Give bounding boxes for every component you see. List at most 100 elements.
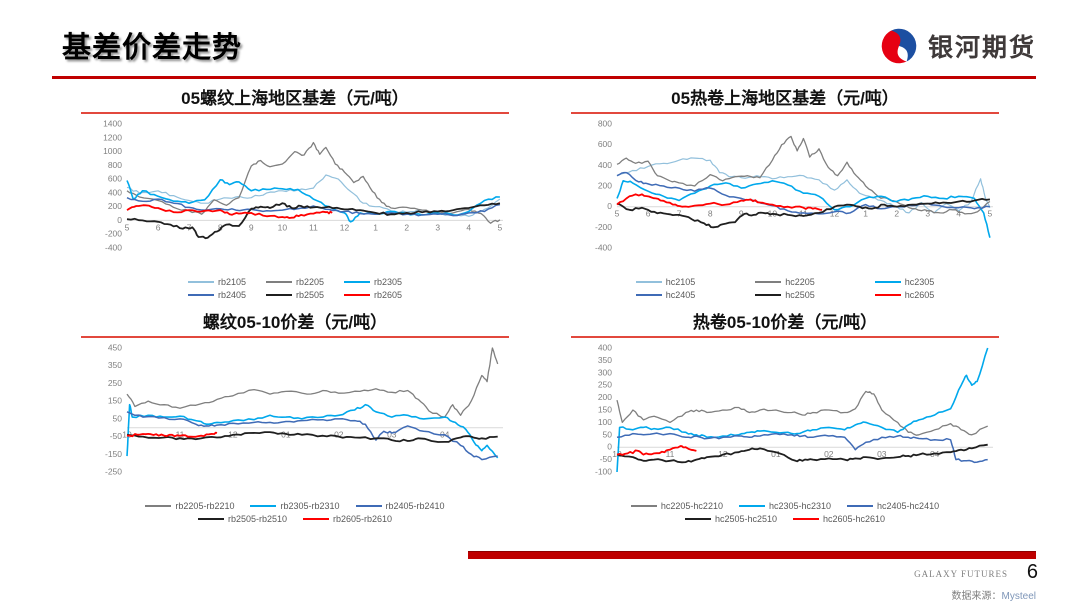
y-tick-label: 150	[108, 396, 122, 406]
legend-label: hc2605-hc2610	[823, 514, 886, 524]
legend-label: rb2505	[295, 290, 325, 300]
y-tick-label: 250	[108, 378, 122, 388]
legend-item-rb2605-rb2610: rb2605-rb2610	[303, 514, 392, 524]
legend-swatch	[847, 505, 874, 507]
legend-swatch	[344, 294, 371, 296]
legend-row: rb2205-rb2210 rb2305-rb2310 rb2405-rb2410	[145, 501, 445, 511]
legend-swatch	[684, 518, 711, 520]
y-tick-label: -400	[105, 243, 122, 253]
y-tick-label: 200	[108, 201, 122, 211]
x-tick-label: 11	[309, 222, 318, 232]
y-tick-label: 250	[598, 380, 612, 390]
legend-row: hc2105 hc2205 hc2305	[635, 277, 934, 287]
x-tick-label: 10	[278, 222, 288, 232]
series-rb2605	[126, 204, 333, 219]
y-tick-label: 100	[598, 417, 612, 427]
x-tick-label: 2	[404, 222, 409, 232]
x-tick-label: 9	[249, 222, 254, 232]
x-tick-label: 01	[771, 449, 781, 459]
x-tick-label: 02	[334, 430, 344, 440]
legend-swatch	[197, 518, 224, 520]
y-tick-label: 150	[598, 405, 612, 415]
title-underline	[571, 336, 999, 338]
y-tick-label: -50	[600, 454, 613, 464]
y-tick-label: -100	[595, 467, 612, 477]
rb-spread-legend: rb2205-rb2210 rb2305-rb2310 rb2405-rb2410 r…	[69, 501, 521, 524]
chart-title: 螺纹05-10价差（元/吨）	[202, 313, 388, 332]
data-source-label: 数据来源：	[951, 591, 1002, 602]
legend-item-rb2405-rb2410: rb2405-rb2410	[355, 501, 445, 511]
y-tick-label: 350	[108, 360, 122, 370]
legend-item-hc2105: hc2105	[635, 277, 695, 287]
hc-spread-legend: hc2205-hc2210 hc2305-hc2310 hc2405-hc2410 h…	[559, 501, 1011, 524]
legend-item-rb2305: rb2305	[344, 277, 402, 287]
legend-label: hc2405	[665, 290, 696, 300]
title-underline	[81, 336, 509, 338]
legend-label: hc2305-hc2310	[768, 501, 832, 511]
x-tick-label: 5	[498, 222, 503, 232]
x-tick-label: 4	[466, 222, 471, 232]
series-rb2505-rb2510	[126, 431, 498, 443]
legend-item-rb2205-rb2210: rb2205-rb2210	[145, 501, 234, 511]
chart-panel-hc-basis: 05热卷上海地区基差（元/吨） 800 600 400 200 0 -200 -400 5 6 7…	[559, 84, 1011, 300]
legend-item-hc2205: hc2205	[755, 277, 815, 287]
legend-row: hc2505-hc2510 hc2605-hc2610	[684, 514, 885, 524]
legend-swatch	[145, 505, 172, 507]
legend-label: rb2205-rb2210	[175, 501, 235, 511]
hc-basis-legend: hc2105 hc2205 hc2305 hc2405 hc2505 hc2605	[559, 277, 1011, 300]
y-tick-label: 450	[108, 343, 122, 353]
legend-item-rb2505: rb2505	[265, 290, 325, 300]
y-tick-label: -150	[105, 449, 122, 459]
legend-item-rb2605: rb2605	[344, 290, 402, 300]
legend-label: rb2605	[374, 290, 403, 300]
x-tick-label: 9	[739, 209, 744, 219]
x-tick-label: 2	[894, 209, 899, 219]
company-name: 银河期货	[927, 34, 1036, 62]
legend-item-hc2305-hc2310: hc2305-hc2310	[738, 501, 832, 511]
y-tick-label: 400	[598, 160, 612, 170]
y-tick-label: 300	[598, 367, 612, 377]
series-hc2405-hc2410	[616, 432, 988, 464]
legend-item-hc2605-hc2610: hc2605-hc2610	[793, 514, 885, 524]
y-tick-label: 800	[598, 119, 612, 129]
legend-item-rb2205: rb2205	[265, 277, 324, 287]
series-hc2605-hc2610	[616, 445, 697, 456]
legend-swatch	[630, 505, 657, 507]
legend-swatch	[738, 505, 765, 507]
x-tick-label: 02	[824, 449, 834, 459]
chart-panel-hc-spread: 热卷05-10价差（元/吨） 400 350 300 250 200 150 100 50 0 -…	[559, 308, 1011, 524]
legend-swatch	[355, 505, 382, 507]
series-hc2505	[616, 198, 991, 229]
x-tick-label: 4	[956, 209, 961, 219]
y-tick-label: 1400	[103, 119, 122, 129]
x-tick-label: 11	[176, 430, 185, 440]
legend-item-hc2605: hc2605	[874, 290, 934, 300]
y-tick-label: 400	[598, 343, 612, 353]
x-tick-label: 1	[373, 222, 378, 232]
rb-basis-chart: 1400 1200 1000 800 600 400 200 0 -200 -400 5 6 7 8 9 10…	[103, 119, 503, 253]
chart-panel-rb-basis: 05螺纹上海地区基差（元/吨） 1400 1200 1000 800 600 400 200…	[69, 84, 521, 300]
legend-label: rb2305-rb2310	[280, 501, 340, 511]
series-rb2305-rb2310	[126, 403, 499, 459]
legend-item-hc2405-hc2410: hc2405-hc2410	[847, 501, 939, 511]
y-tick-label: -200	[595, 222, 612, 232]
page-title: 基差价差走势	[62, 32, 243, 64]
footer-brand: GALAXY FUTURES	[914, 569, 1008, 579]
x-tick-label: 12	[340, 222, 350, 232]
series-hc2205	[616, 135, 991, 215]
legend-row: rb2105 rb2205 rb2305	[187, 277, 402, 287]
series-hc2105	[616, 157, 991, 214]
y-tick-label: 200	[598, 392, 612, 402]
legend-label: hc2505-hc2510	[714, 514, 777, 524]
series-rb2205-rb2210	[126, 347, 499, 418]
header-rule	[52, 76, 1036, 79]
legend-label: rb2405-rb2410	[385, 501, 445, 511]
legend-swatch	[303, 518, 329, 520]
x-tick-label: 3	[435, 222, 440, 232]
y-tick-label: 50	[113, 413, 123, 423]
title-underline	[571, 112, 999, 114]
legend-swatch	[635, 281, 662, 283]
legend-swatch	[265, 294, 292, 296]
